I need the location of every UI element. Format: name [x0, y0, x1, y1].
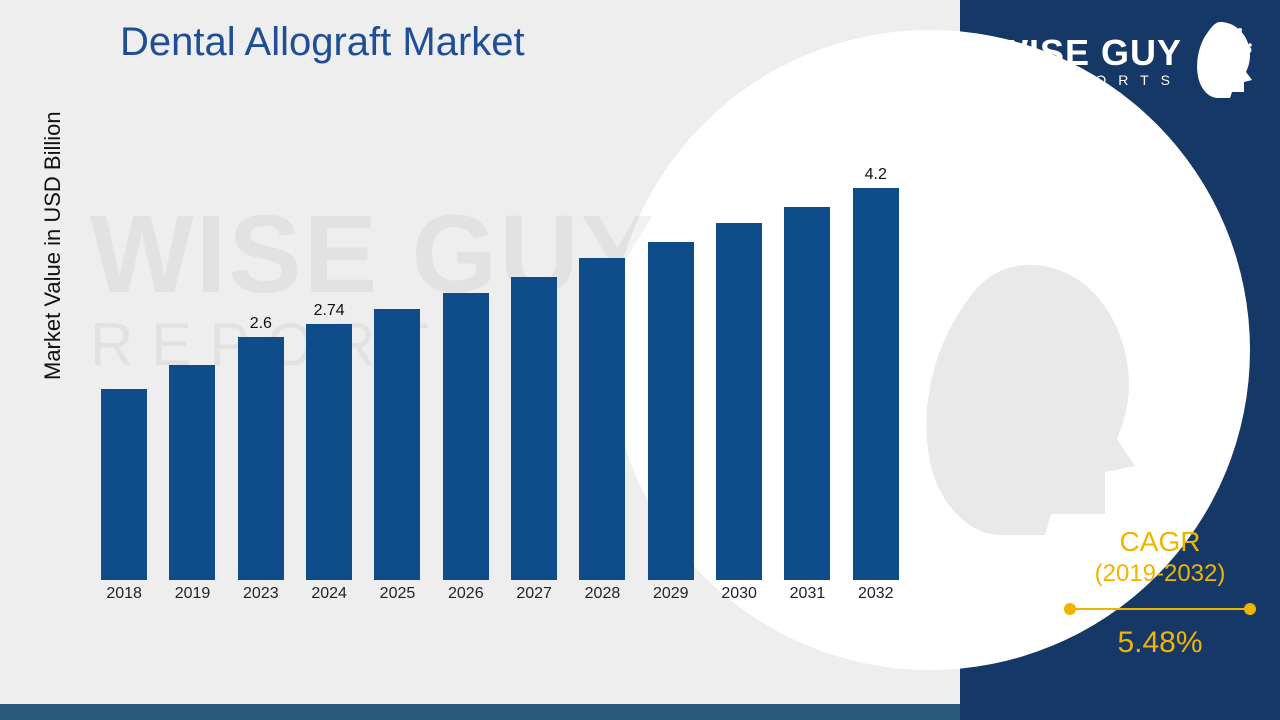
bar-slot: 2.74	[295, 160, 363, 580]
bar	[853, 188, 899, 580]
bar-chart: 2.6 2.74 4.2	[90, 160, 910, 580]
bar	[374, 309, 420, 580]
cagr-label: CAGR	[1040, 526, 1280, 558]
cagr-range: (2019-2032)	[1040, 560, 1280, 588]
x-tick-label: 2032	[842, 585, 910, 603]
bar-slot	[705, 160, 773, 580]
bar	[238, 337, 284, 580]
bar	[784, 207, 830, 580]
x-ticks: 2018201920232024202520262027202820292030…	[90, 585, 910, 603]
y-axis-label: Market Value in USD Billion	[40, 111, 66, 380]
bar	[169, 365, 215, 580]
bars-container: 2.6 2.74 4.2	[90, 160, 910, 580]
x-tick-label: 2018	[90, 585, 158, 603]
bar	[511, 277, 557, 580]
bar-slot	[773, 160, 841, 580]
x-tick-label: 2024	[295, 585, 363, 603]
x-tick-label: 2028	[568, 585, 636, 603]
brand-head-icon	[1190, 20, 1260, 100]
bar-slot	[568, 160, 636, 580]
brand-logo: WISE GUY REPORTS	[994, 20, 1260, 100]
bar-slot	[637, 160, 705, 580]
bar-slot	[500, 160, 568, 580]
x-tick-label: 2029	[637, 585, 705, 603]
bar-slot: 4.2	[842, 160, 910, 580]
report-infographic: WISE GUY REPORTS Dental Allograft Market…	[0, 0, 1280, 720]
bottom-accent-bar	[0, 704, 960, 720]
x-tick-label: 2027	[500, 585, 568, 603]
bar-value-label: 4.2	[865, 166, 887, 184]
bar	[716, 223, 762, 580]
bar-slot	[90, 160, 158, 580]
cagr-block: CAGR (2019-2032) 5.48%	[1040, 526, 1280, 660]
bar	[648, 242, 694, 580]
bar	[306, 324, 352, 580]
bar-slot	[432, 160, 500, 580]
bar-value-label: 2.6	[250, 315, 272, 333]
bar-slot	[158, 160, 226, 580]
bar-value-label: 2.74	[314, 302, 345, 320]
x-tick-label: 2031	[773, 585, 841, 603]
cagr-divider	[1070, 608, 1250, 610]
bar	[443, 293, 489, 580]
x-tick-label: 2030	[705, 585, 773, 603]
cagr-value: 5.48%	[1040, 626, 1280, 660]
x-tick-label: 2025	[363, 585, 431, 603]
brand-name: WISE GUY	[994, 32, 1182, 74]
chart-title: Dental Allograft Market	[120, 20, 525, 65]
x-tick-label: 2019	[158, 585, 226, 603]
brand-subname: REPORTS	[994, 72, 1182, 88]
bar	[101, 389, 147, 580]
x-tick-label: 2026	[432, 585, 500, 603]
bar-slot: 2.6	[227, 160, 295, 580]
bar	[579, 258, 625, 580]
x-tick-label: 2023	[227, 585, 295, 603]
bar-slot	[363, 160, 431, 580]
